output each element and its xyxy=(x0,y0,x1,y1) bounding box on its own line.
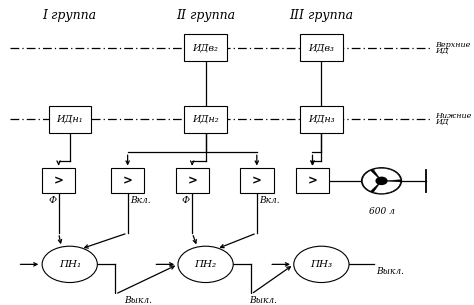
Bar xyxy=(240,168,273,193)
Text: ИДв₃: ИДв₃ xyxy=(309,43,334,52)
Text: ИДн₂: ИДн₂ xyxy=(192,115,219,124)
Bar xyxy=(48,106,91,133)
Circle shape xyxy=(294,246,349,282)
Circle shape xyxy=(42,246,97,282)
Bar xyxy=(300,106,343,133)
Text: ИД: ИД xyxy=(435,46,448,55)
Text: ИДн₁: ИДн₁ xyxy=(56,115,83,124)
Text: Выкл.: Выкл. xyxy=(376,267,404,276)
Text: >: > xyxy=(123,174,133,187)
Wedge shape xyxy=(374,168,401,181)
Bar xyxy=(175,168,209,193)
Text: II группа: II группа xyxy=(176,9,235,23)
Bar xyxy=(42,168,75,193)
Bar xyxy=(300,34,343,61)
Text: ИДн₃: ИДн₃ xyxy=(308,115,335,124)
Bar xyxy=(111,168,145,193)
Text: 600 л: 600 л xyxy=(369,207,394,216)
Wedge shape xyxy=(363,170,382,191)
Text: Ф: Ф xyxy=(182,196,190,205)
Bar xyxy=(184,106,227,133)
Text: ПН₂: ПН₂ xyxy=(194,260,217,269)
Circle shape xyxy=(178,246,233,282)
Text: Выкл.: Выкл. xyxy=(249,296,277,305)
Bar xyxy=(184,34,227,61)
Text: Верхние: Верхние xyxy=(435,41,470,48)
Text: >: > xyxy=(252,174,262,187)
Circle shape xyxy=(376,177,387,185)
Text: ИД: ИД xyxy=(435,118,448,126)
Text: Нижние: Нижние xyxy=(435,113,471,120)
Wedge shape xyxy=(374,181,401,193)
Text: ПН₁: ПН₁ xyxy=(59,260,81,269)
Text: >: > xyxy=(308,174,318,187)
Bar xyxy=(296,168,329,193)
Text: ПН₃: ПН₃ xyxy=(310,260,332,269)
Text: >: > xyxy=(54,174,64,187)
Text: Вкл.: Вкл. xyxy=(130,196,150,205)
Text: III группа: III группа xyxy=(289,9,354,23)
Text: ИДв₂: ИДв₂ xyxy=(192,43,219,52)
Text: Выкл.: Выкл. xyxy=(124,296,152,305)
Text: Ф: Ф xyxy=(48,196,56,205)
Text: Вкл.: Вкл. xyxy=(259,196,280,205)
Text: I группа: I группа xyxy=(43,9,97,23)
Circle shape xyxy=(362,168,401,194)
Text: >: > xyxy=(187,174,197,187)
